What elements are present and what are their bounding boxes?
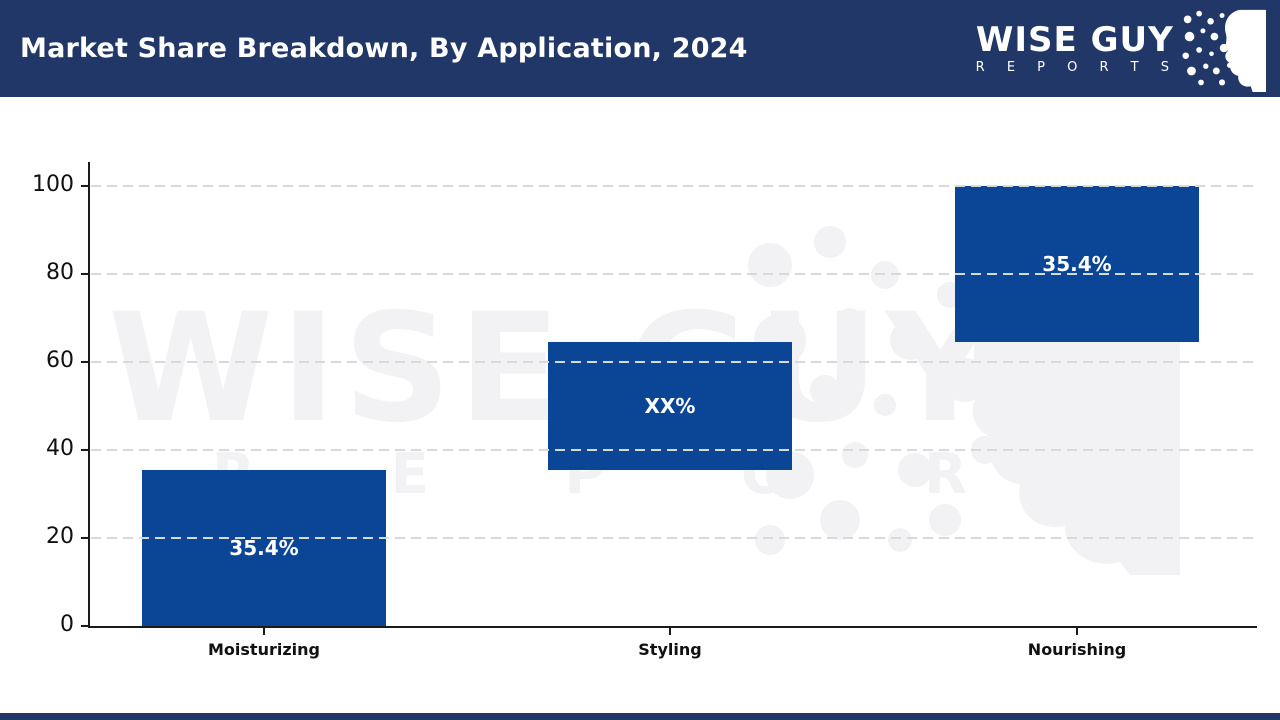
y-tick-label-0: 0 bbox=[60, 612, 74, 637]
bar-value-label-nourishing: 35.4% bbox=[1042, 251, 1112, 276]
gridline-40 bbox=[91, 449, 1255, 451]
wise-guy-reports-logo: WISE GUY R E P O R T S bbox=[972, 6, 1280, 92]
y-tick-label-20: 20 bbox=[46, 524, 74, 549]
x-tick-mark-styling bbox=[669, 628, 671, 635]
y-tick-mark-100 bbox=[81, 185, 90, 187]
gridline-100 bbox=[91, 185, 1255, 187]
y-tick-label-80: 80 bbox=[46, 260, 74, 285]
x-category-label-moisturizing: Moisturizing bbox=[208, 640, 320, 659]
logo-face-icon bbox=[1182, 9, 1266, 92]
y-tick-mark-20 bbox=[81, 537, 90, 539]
y-tick-mark-60 bbox=[81, 361, 90, 363]
logo-text: WISE GUY R E P O R T S bbox=[972, 23, 1178, 74]
y-tick-label-60: 60 bbox=[46, 348, 74, 373]
logo-wiseguy-label: WISE GUY bbox=[975, 20, 1174, 60]
bar-value-label-moisturizing: 35.4% bbox=[229, 536, 299, 561]
bar-nourishing: 35.4% bbox=[955, 186, 1199, 342]
bar-value-label-styling: XX% bbox=[644, 393, 696, 418]
bar-styling: XX% bbox=[548, 341, 792, 471]
y-tick-mark-40 bbox=[81, 449, 90, 451]
gridline-20 bbox=[91, 537, 1255, 539]
y-tick-mark-80 bbox=[81, 273, 90, 275]
logo-reports-label: R E P O R T S bbox=[975, 60, 1178, 75]
y-tick-label-100: 100 bbox=[32, 172, 74, 197]
bar-moisturizing: 35.4% bbox=[142, 470, 386, 626]
x-tick-mark-moisturizing bbox=[263, 628, 265, 635]
report-footer-bar bbox=[0, 713, 1280, 720]
y-tick-label-40: 40 bbox=[46, 436, 74, 461]
y-axis-spine bbox=[88, 162, 90, 628]
gridline-60 bbox=[91, 361, 1255, 363]
report-header: Market Share Breakdown, By Application, … bbox=[0, 0, 1280, 97]
x-tick-mark-nourishing bbox=[1076, 628, 1078, 635]
y-tick-mark-0 bbox=[81, 625, 90, 627]
x-category-label-styling: Styling bbox=[638, 640, 702, 659]
x-category-label-nourishing: Nourishing bbox=[1027, 640, 1127, 659]
chart-title: Market Share Breakdown, By Application, … bbox=[20, 33, 748, 64]
gridline-80 bbox=[91, 273, 1255, 275]
x-axis-spine bbox=[88, 626, 1257, 628]
